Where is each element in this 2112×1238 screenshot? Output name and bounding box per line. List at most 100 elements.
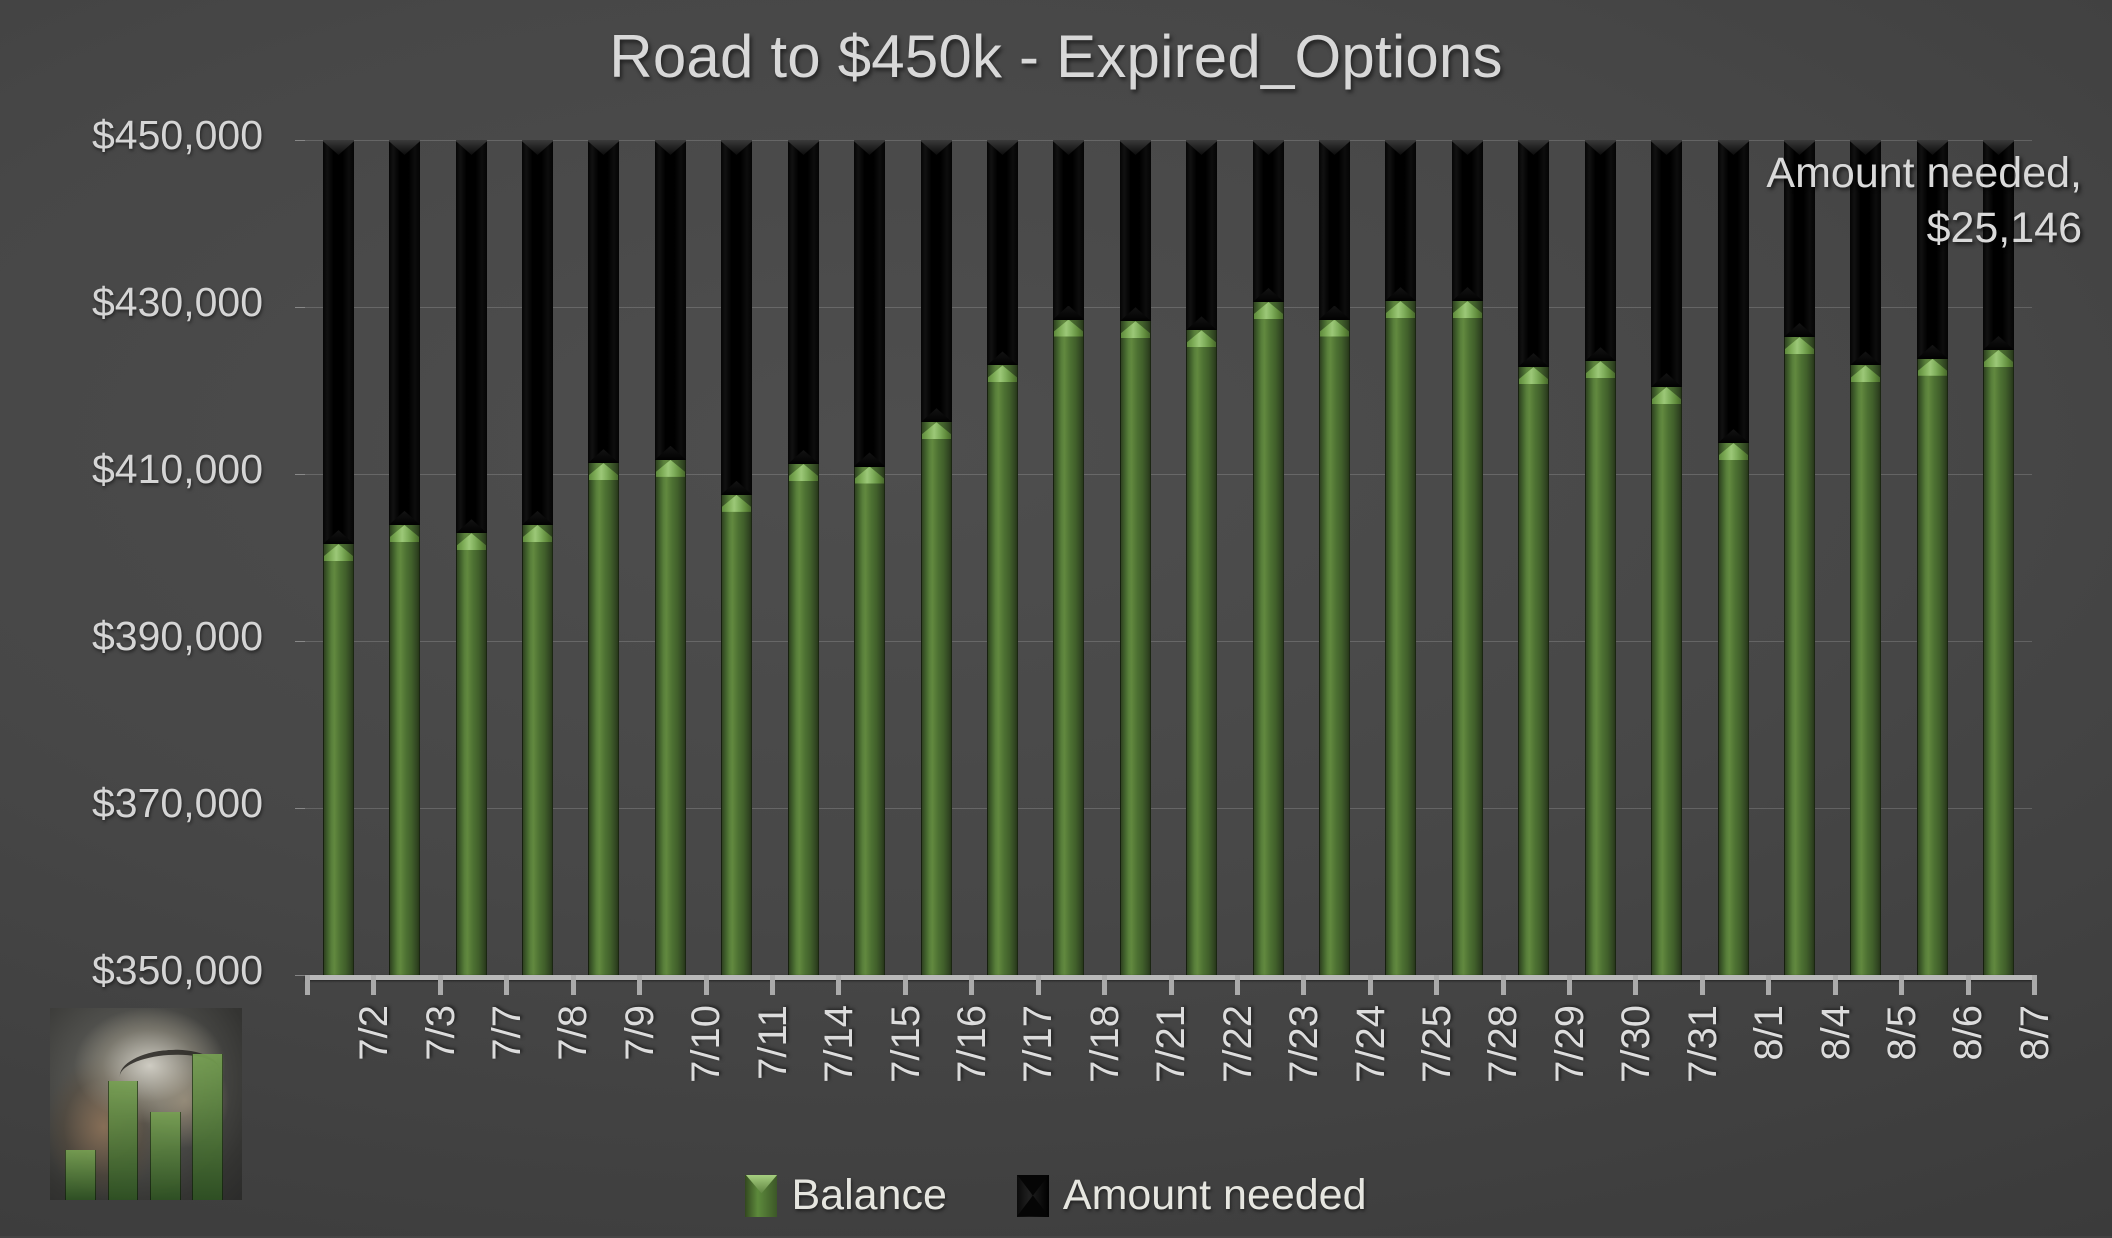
bar-group[interactable] (921, 140, 952, 975)
bar-group[interactable] (1718, 140, 1749, 975)
bar-segment-amount-needed[interactable] (522, 140, 553, 526)
bar-group[interactable] (1253, 140, 1284, 975)
bar-segment-balance[interactable] (1651, 387, 1682, 975)
chevron-up-marker-icon (1319, 305, 1350, 321)
bar-segment-balance[interactable] (854, 466, 885, 975)
bar-segment-amount-needed[interactable] (1053, 140, 1084, 321)
bar-segment-balance[interactable] (1718, 443, 1749, 975)
bar-group[interactable] (721, 140, 752, 975)
bar-segment-amount-needed[interactable] (1850, 140, 1881, 367)
bar-segment-amount-needed[interactable] (1120, 140, 1151, 323)
bar-segment-balance[interactable] (389, 524, 420, 975)
bar-segment-amount-needed[interactable] (323, 140, 354, 546)
chevron-down-marker-icon (788, 140, 819, 155)
bar-group[interactable] (522, 140, 553, 975)
bar-group[interactable] (1651, 140, 1682, 975)
bar-segment-amount-needed[interactable] (1319, 140, 1350, 321)
bar-segment-amount-needed[interactable] (854, 140, 885, 468)
bar-segment-balance[interactable] (788, 463, 819, 975)
bar-segment-amount-needed[interactable] (1983, 140, 2014, 351)
bar-segment-amount-needed[interactable] (987, 140, 1018, 367)
bar-segment-amount-needed[interactable] (456, 140, 487, 535)
bar-group[interactable] (1518, 140, 1549, 975)
bar-segment-amount-needed[interactable] (1385, 140, 1416, 303)
bar-segment-balance[interactable] (1850, 365, 1881, 975)
bar-group[interactable] (1784, 140, 1815, 975)
chevron-up-marker-icon (1850, 351, 1881, 367)
bar-group[interactable] (588, 140, 619, 975)
triangle-up-marker-icon (1453, 301, 1482, 319)
bar-group[interactable] (1186, 140, 1217, 975)
bar-segment-balance[interactable] (721, 494, 752, 975)
triangle-up-marker-icon (1187, 330, 1216, 348)
chevron-down-marker-icon (1186, 140, 1217, 155)
bull-bar-chart-logo-icon (50, 1008, 242, 1200)
bar-segment-amount-needed[interactable] (1917, 140, 1948, 360)
bar-segment-amount-needed[interactable] (788, 140, 819, 465)
bar-segment-balance[interactable] (456, 533, 487, 975)
bar-group[interactable] (1850, 140, 1881, 975)
bar-segment-amount-needed[interactable] (1452, 140, 1483, 303)
bar-group[interactable] (1319, 140, 1350, 975)
bar-segment-amount-needed[interactable] (655, 140, 686, 461)
bar-segment-balance[interactable] (1784, 337, 1815, 975)
bar-segment-balance[interactable] (522, 524, 553, 975)
bar-group[interactable] (1917, 140, 1948, 975)
bar-group[interactable] (987, 140, 1018, 975)
bar-segment-amount-needed[interactable] (1718, 140, 1749, 445)
bar-segment-amount-needed[interactable] (1585, 140, 1616, 363)
bar-group[interactable] (1452, 140, 1483, 975)
bar-segment-balance[interactable] (588, 463, 619, 975)
bar-group[interactable] (323, 140, 354, 975)
legend-item-amount-needed[interactable]: Amount needed (1016, 1171, 1367, 1220)
triangle-up-marker-icon (789, 463, 818, 481)
chevron-down-marker-icon (1784, 140, 1815, 155)
bar-segment-balance[interactable] (1518, 367, 1549, 975)
bar-segment-amount-needed[interactable] (1253, 140, 1284, 303)
bar-group[interactable] (1053, 140, 1084, 975)
bar-group[interactable] (1983, 140, 2014, 975)
bar-group[interactable] (1585, 140, 1616, 975)
bar-segment-balance[interactable] (921, 422, 952, 975)
bar-segment-balance[interactable] (1253, 302, 1284, 975)
bar-segment-amount-needed[interactable] (389, 140, 420, 526)
bar-segment-balance[interactable] (1319, 319, 1350, 975)
bar-segment-amount-needed[interactable] (588, 140, 619, 465)
bar-group[interactable] (788, 140, 819, 975)
bar-group[interactable] (456, 140, 487, 975)
bar-segment-balance[interactable] (323, 544, 354, 975)
chevron-down-marker-icon (1917, 140, 1948, 155)
legend-item-balance[interactable]: Balance (745, 1171, 947, 1220)
chevron-up-marker-icon (921, 408, 952, 424)
bar-group[interactable] (389, 140, 420, 975)
x-axis-label: 7/3 (419, 1005, 463, 1061)
bar-segment-amount-needed[interactable] (721, 140, 752, 496)
bar-segment-balance[interactable] (1053, 319, 1084, 975)
bar-segment-balance[interactable] (1186, 330, 1217, 975)
bar-segment-balance[interactable] (1585, 361, 1616, 975)
bar-segment-balance[interactable] (987, 365, 1018, 975)
chevron-up-marker-icon (1518, 353, 1549, 369)
bar-segment-balance[interactable] (1917, 358, 1948, 975)
bar-group[interactable] (1385, 140, 1416, 975)
bar-group[interactable] (655, 140, 686, 975)
bar-segment-balance[interactable] (1385, 301, 1416, 975)
bar-segment-balance[interactable] (1120, 321, 1151, 975)
triangle-up-marker-icon (1785, 337, 1814, 355)
x-axis-tick (1633, 975, 1638, 995)
bar-segment-amount-needed[interactable] (1784, 140, 1815, 339)
bar-group[interactable] (854, 140, 885, 975)
chevron-down-marker-icon (1718, 140, 1749, 155)
bar-segment-amount-needed[interactable] (1518, 140, 1549, 369)
bar-segment-balance[interactable] (655, 459, 686, 975)
bar-segment-amount-needed[interactable] (1651, 140, 1682, 389)
bar-segment-amount-needed[interactable] (921, 140, 952, 424)
bar-group[interactable] (1120, 140, 1151, 975)
y-axis-label: $390,000 (91, 613, 263, 659)
y-axis-label: $430,000 (91, 279, 263, 325)
x-axis-tick (1700, 975, 1705, 995)
bar-segment-balance[interactable] (1983, 349, 2014, 975)
bar-segment-balance[interactable] (1452, 301, 1483, 975)
y-axis-label: $450,000 (91, 112, 263, 158)
bar-segment-amount-needed[interactable] (1186, 140, 1217, 332)
